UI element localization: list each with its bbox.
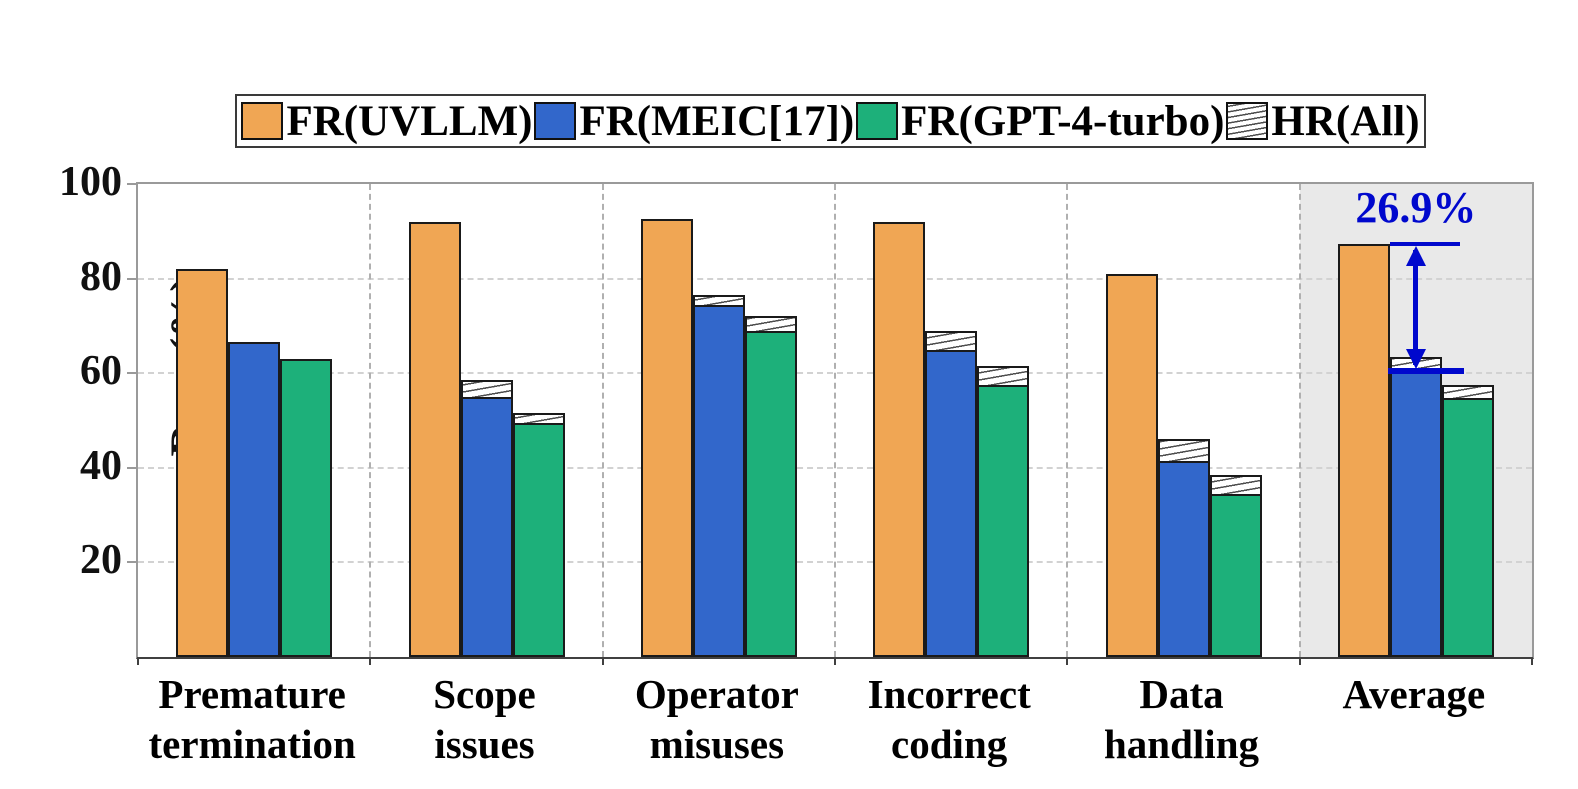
x-category-label: Scope issues	[433, 671, 536, 768]
hr-hatch-cap	[1157, 439, 1210, 463]
hr-hatch-cap	[1441, 385, 1494, 401]
bar	[280, 359, 333, 657]
x-axis-tick	[601, 657, 604, 665]
bar	[1105, 273, 1158, 657]
solid-green-swatch	[856, 102, 899, 140]
solid-blue-swatch	[534, 102, 577, 140]
legend-label: HR(All)	[1271, 97, 1420, 145]
hr-hatch-cap	[1209, 474, 1262, 496]
legend-item: FR(GPT-4-turbo)	[856, 100, 1224, 143]
legend-item: HR(All)	[1226, 97, 1420, 145]
hr-hatch-cap	[744, 316, 797, 333]
annotation-arrow-shaft	[1413, 249, 1419, 365]
hr-hatch-cap	[460, 380, 513, 399]
legend-label: FR(GPT-4-turbo)	[901, 97, 1225, 145]
annotation-top-line	[1389, 241, 1460, 246]
bar	[512, 422, 565, 657]
plot-area: 26.9%	[127, 182, 1534, 665]
bar	[1337, 243, 1390, 657]
y-axis-tick	[127, 561, 136, 564]
annotation-bottom-line	[1387, 367, 1464, 374]
bar	[1157, 460, 1210, 657]
y-tick-label: 20	[80, 537, 122, 584]
category-separator	[1066, 184, 1069, 657]
x-category-label: Data handling	[1104, 671, 1259, 768]
legend-label: FR(UVLLM)	[286, 97, 533, 145]
hr-hatch-cap	[512, 413, 565, 425]
x-axis-tick	[369, 657, 372, 665]
x-axis-tick	[137, 657, 139, 665]
bar	[1389, 370, 1442, 657]
legend-item: FR(MEIC[17])	[534, 100, 854, 143]
bar	[408, 221, 461, 657]
bar	[1209, 493, 1262, 657]
bar	[176, 269, 229, 657]
bar	[692, 304, 745, 657]
annotation-arrowhead-down	[1405, 348, 1426, 369]
y-axis-tick	[127, 466, 136, 469]
category-separator	[1298, 184, 1301, 657]
bar	[744, 330, 797, 657]
hr-hatch-cap	[925, 330, 978, 352]
hr-hatch-cap	[977, 366, 1030, 387]
x-category-label: Premature termination	[148, 671, 356, 768]
category-separator	[601, 184, 604, 657]
bar	[640, 219, 693, 657]
category-separator	[834, 184, 836, 657]
y-axis-tick	[127, 183, 136, 185]
x-axis-tick	[834, 657, 836, 665]
bar	[460, 396, 513, 657]
x-axis-tick	[1066, 657, 1069, 665]
legend-item: FR(UVLLM)	[241, 100, 532, 143]
bar	[977, 385, 1030, 657]
hr-hatch-cap	[692, 295, 745, 307]
annotation-arrowhead-up	[1405, 245, 1426, 266]
y-tick-label: 100	[59, 159, 122, 205]
x-category-label: Average	[1342, 671, 1486, 717]
bar	[873, 221, 926, 657]
x-category-label: Incorrect coding	[867, 671, 1031, 768]
x-category-label: Operator misuses	[634, 671, 799, 768]
y-axis-tick	[127, 277, 136, 280]
annotation-gap-label: 26.9%	[1355, 182, 1477, 232]
hatched-swatch	[1226, 102, 1269, 140]
bar	[925, 349, 978, 657]
y-tick-label: 80	[80, 253, 122, 300]
x-axis-tick	[1531, 657, 1533, 665]
x-axis-tick	[1298, 657, 1301, 665]
legend-label: FR(MEIC[17])	[579, 97, 855, 145]
bar	[1441, 398, 1494, 657]
legend: FR(UVLLM) FR(MEIC[17]) FR(GPT-4-turbo) HR(A…	[235, 94, 1426, 148]
solid-orange-swatch	[241, 102, 284, 140]
y-axis-tick	[127, 372, 136, 375]
y-tick-label: 60	[80, 348, 122, 395]
y-tick-label: 40	[80, 442, 122, 489]
bar	[228, 342, 281, 657]
category-separator	[369, 184, 372, 657]
